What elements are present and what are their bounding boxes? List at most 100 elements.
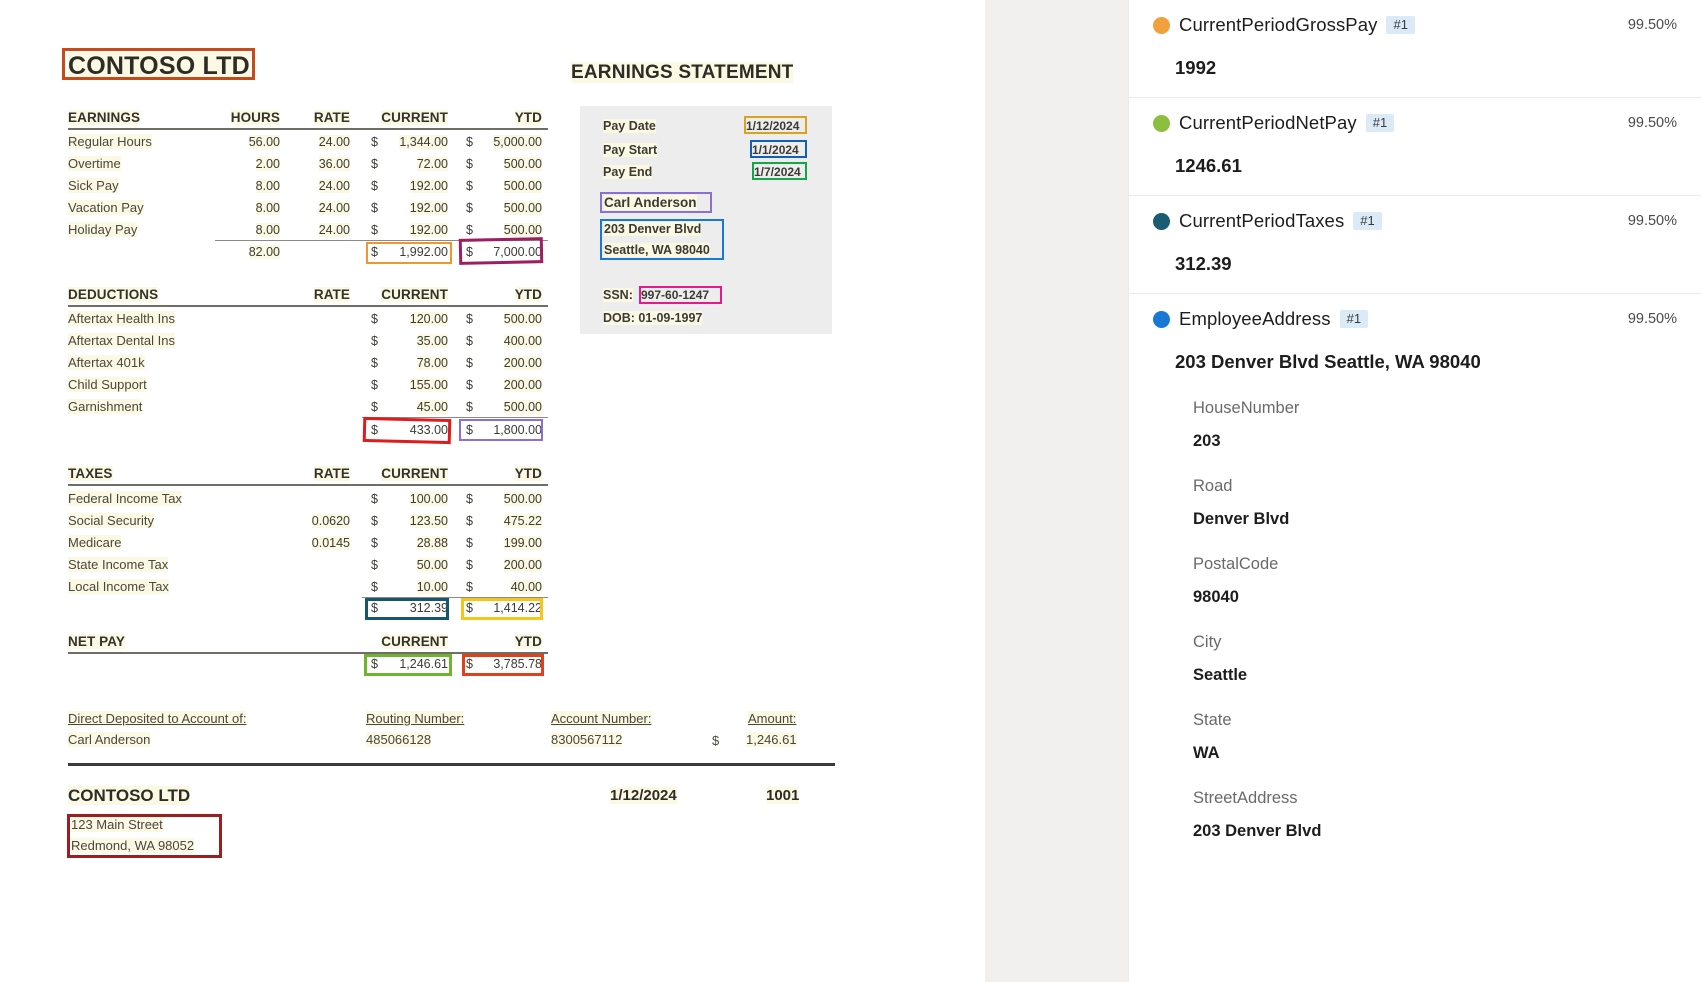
taxes-row-ytd-symbol: $ (466, 558, 473, 572)
taxes-row-ytd-symbol: $ (466, 580, 473, 594)
pay-start-value: 1/1/2024 (752, 143, 799, 157)
earnings-header-hours: HOURS (230, 110, 280, 125)
earnings-row-current: 192.00 (409, 201, 448, 215)
deductions-row-current-symbol: $ (371, 312, 378, 326)
deductions-total-ytd-symbol: $ (466, 423, 473, 437)
footer-company-name: CONTOSO LTD (68, 786, 191, 805)
earnings-row-label: Regular Hours (68, 134, 152, 149)
earnings-total-hours: 82.00 (248, 245, 280, 259)
taxes-row-current-symbol: $ (371, 558, 378, 572)
taxes-row-ytd: 40.00 (510, 580, 542, 594)
taxes-total-ytd: 1,414.22 (493, 601, 542, 615)
field-occurrence-badge[interactable]: #1 (1339, 309, 1369, 329)
deductions-total-ytd: 1,800.00 (493, 423, 542, 437)
field-row[interactable]: CurrentPeriodNetPay #1 99.50% 1246.61 (1129, 98, 1701, 196)
field-color-dot (1153, 310, 1170, 328)
taxes-row-ytd: 199.00 (503, 536, 542, 550)
earnings-row-ytd: 500.00 (503, 201, 542, 215)
field-occurrence-badge[interactable]: #1 (1386, 15, 1415, 35)
field-occurrence-badge[interactable]: #1 (1365, 113, 1395, 133)
deposit-routing-label: Routing Number: (366, 711, 465, 726)
earnings-row-ytd-symbol: $ (466, 223, 473, 237)
subfield[interactable]: PostalCode 98040 (1193, 555, 1677, 607)
taxes-total-rule (362, 597, 548, 598)
earnings-row-label: Sick Pay (68, 178, 119, 193)
subfield-value: WA (1193, 744, 1220, 762)
subfield-label: StreetAddress (1193, 789, 1298, 807)
deductions-row-current: 120.00 (409, 312, 448, 326)
taxes-row-current: 28.88 (416, 536, 448, 550)
subfield-label: PostalCode (1193, 555, 1279, 573)
earnings-row-current-symbol: $ (371, 135, 378, 149)
earnings-row-rate: 24.00 (318, 201, 350, 215)
taxes-row-ytd: 475.22 (503, 514, 542, 528)
earnings-row-current-symbol: $ (371, 223, 378, 237)
subfield[interactable]: State WA (1193, 711, 1677, 763)
taxes-row-current-symbol: $ (371, 580, 378, 594)
netpay-ytd: 3,785.78 (493, 657, 542, 671)
earnings-row-hours: 8.00 (255, 179, 280, 193)
deductions-row-current-symbol: $ (371, 378, 378, 392)
document-viewer[interactable]: CONTOSO LTD EARNINGS HOURS RATE CURRENT … (0, 0, 985, 982)
earnings-total-current-symbol: $ (371, 245, 378, 259)
earnings-row-current: 1,344.00 (399, 135, 448, 149)
earnings-row-label: Overtime (68, 156, 121, 171)
subfield[interactable]: StreetAddress 203 Denver Blvd (1193, 789, 1677, 841)
earnings-total-current: 1,992.00 (399, 245, 448, 259)
deductions-row-ytd-symbol: $ (466, 334, 473, 348)
deductions-total-rule (362, 417, 548, 418)
subfield[interactable]: HouseNumber 203 (1193, 399, 1677, 451)
taxes-row-ytd-symbol: $ (466, 514, 473, 528)
taxes-total-current-symbol: $ (371, 601, 378, 615)
paystub-page: CONTOSO LTD EARNINGS HOURS RATE CURRENT … (62, 48, 835, 858)
field-header: CurrentPeriodNetPay #1 99.50% (1153, 112, 1677, 134)
deductions-row-current: 45.00 (416, 400, 448, 414)
taxes-row-current: 100.00 (409, 492, 448, 506)
footer-date: 1/12/2024 (610, 787, 677, 804)
deductions-row-ytd-symbol: $ (466, 378, 473, 392)
employee-address-line1: 203 Denver Blvd (604, 222, 702, 236)
field-row[interactable]: CurrentPeriodGrossPay #1 99.50% 1992 (1129, 0, 1701, 98)
taxes-row-label: Medicare (68, 535, 122, 550)
earnings-row-ytd: 500.00 (503, 157, 542, 171)
deductions-row-current-symbol: $ (371, 356, 378, 370)
taxes-header-ytd: YTD (514, 466, 542, 481)
field-confidence: 99.50% (1627, 213, 1677, 229)
extracted-fields-panel[interactable]: CurrentPeriodGrossPay #1 99.50% 1992 Cur… (1128, 0, 1701, 982)
field-occurrence-badge[interactable]: #1 (1353, 211, 1382, 231)
subfield-value: Seattle (1193, 666, 1248, 684)
field-label: EmployeeAddress (1179, 308, 1331, 329)
subfield[interactable]: Road Denver Blvd (1193, 477, 1677, 529)
deductions-row-current-symbol: $ (371, 400, 378, 414)
deductions-row-label: Aftertax Health Ins (68, 311, 175, 326)
taxes-header-current: CURRENT (381, 466, 448, 481)
earnings-header-ytd: YTD (514, 110, 542, 125)
field-row[interactable]: EmployeeAddress #1 99.50% 203 Denver Blv… (1129, 294, 1701, 859)
deductions-row-ytd-symbol: $ (466, 356, 473, 370)
field-confidence: 99.50% (1627, 17, 1677, 33)
field-header: CurrentPeriodGrossPay #1 99.50% (1153, 14, 1677, 36)
field-row[interactable]: CurrentPeriodTaxes #1 99.50% 312.39 (1129, 196, 1701, 294)
ssn-label: SSN: (603, 288, 633, 302)
earnings-header-rate: RATE (313, 110, 350, 125)
subfield-label: City (1193, 633, 1222, 651)
earnings-row-current-symbol: $ (371, 201, 378, 215)
subfield[interactable]: City Seattle (1193, 633, 1677, 685)
earnings-total-rule (215, 240, 548, 241)
earnings-header-label: EARNINGS (68, 110, 141, 125)
subfield-label: HouseNumber (1193, 399, 1300, 417)
taxes-header-rule (68, 484, 548, 486)
company-title: CONTOSO LTD (68, 52, 250, 80)
earnings-header-current: CURRENT (381, 110, 448, 125)
earnings-row-hours: 8.00 (255, 223, 280, 237)
earnings-row-current-symbol: $ (371, 157, 378, 171)
footer-divider (68, 763, 835, 766)
earnings-total-ytd: 7,000.00 (493, 245, 542, 259)
earnings-row-rate: 24.00 (318, 135, 350, 149)
earnings-row-ytd-symbol: $ (466, 157, 473, 171)
earnings-total-ytd-symbol: $ (466, 245, 473, 259)
deductions-header-current: CURRENT (381, 287, 448, 302)
field-color-dot (1153, 212, 1170, 230)
taxes-row-ytd-symbol: $ (466, 492, 473, 506)
